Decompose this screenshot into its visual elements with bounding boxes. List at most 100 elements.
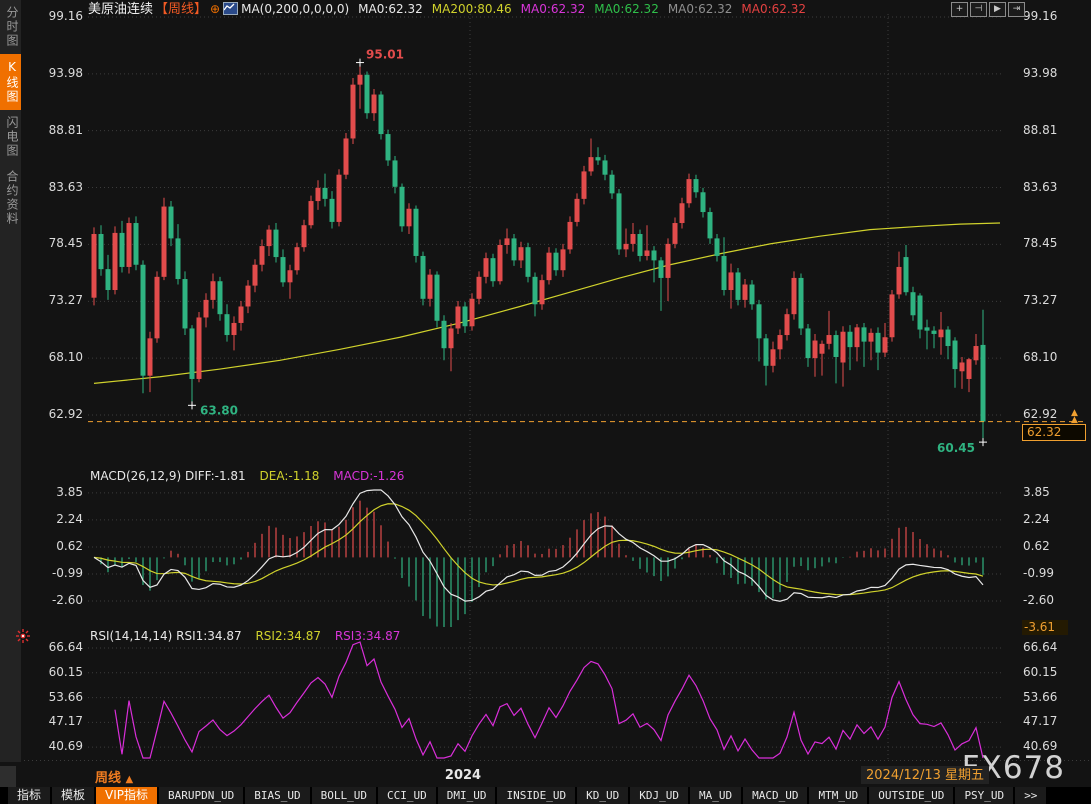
rsi-header: RSI(14,14,14) RSI1:34.87 RSI2:34.87 RSI3… bbox=[90, 629, 400, 643]
svg-text:63.80: 63.80 bbox=[200, 403, 238, 417]
sidebar: 分时图 K线图 闪电图 合约资料 bbox=[0, 0, 21, 762]
axis-label: 68.10 bbox=[1023, 350, 1058, 365]
macd-last-value-tag: -3.61 bbox=[1022, 620, 1068, 635]
macd-pane bbox=[93, 489, 984, 627]
indicator-tab[interactable]: INSIDE_UD bbox=[497, 787, 576, 804]
indicator-tab[interactable]: BOLL_UD bbox=[311, 787, 376, 804]
price-up-arrows-icon: ▲ ▲ bbox=[1071, 408, 1078, 425]
axis-label: 2.24 bbox=[56, 511, 83, 526]
axis-label: 93.98 bbox=[48, 65, 83, 80]
axis-label: 3.85 bbox=[1023, 484, 1050, 499]
main-chart[interactable]: 95.01 63.80 60.45 bbox=[0, 0, 1091, 762]
axis-label: 88.81 bbox=[1023, 122, 1058, 137]
indicator-tab[interactable]: DMI_UD bbox=[437, 787, 496, 804]
indicator-tab[interactable]: MACD_UD bbox=[743, 787, 808, 804]
ma-value-label: MA0:62.32 bbox=[594, 2, 659, 16]
ma-settings-label[interactable]: MA(0,200,0,0,0,0) bbox=[241, 2, 350, 16]
link-compare-icon[interactable]: ⊕ bbox=[210, 2, 221, 16]
indicator-tab[interactable]: KD_UD bbox=[577, 787, 629, 804]
ma-values: MA0:62.32 MA200:80.46 MA0:62.32 MA0:62.32 MA… bbox=[349, 2, 806, 16]
axis-label: 83.63 bbox=[48, 179, 83, 194]
rsi3-label: RSI3:34.87 bbox=[334, 629, 401, 643]
indicator-tab[interactable]: KDJ_UD bbox=[630, 787, 688, 804]
axis-label: 66.64 bbox=[48, 640, 83, 654]
axis-label: -0.99 bbox=[51, 566, 83, 580]
chart-header: 美原油连续 【周线】 ⊕ MA(0,200,0,0,0,0) MA0:62.32 MA20… bbox=[88, 0, 806, 17]
axis-label: 62.92 bbox=[1023, 406, 1058, 421]
axis-label: 93.98 bbox=[1023, 65, 1058, 80]
indicator-settings-icon[interactable] bbox=[16, 628, 30, 643]
macd-header: MACD(26,12,9) DIFF:-1.81 DEA:-1.18 MACD:… bbox=[90, 469, 404, 483]
axis-label: 99.16 bbox=[48, 9, 83, 23]
ma-value-label: MA200:80.46 bbox=[431, 2, 512, 16]
axis-label: 60.15 bbox=[1023, 664, 1058, 679]
svg-text:60.45: 60.45 bbox=[937, 441, 975, 455]
price-annotations: 95.01 63.80 60.45 bbox=[188, 48, 987, 455]
cursor-date-label: 2024/12/13 星期五 bbox=[861, 766, 990, 784]
indicator-tab[interactable]: BARUPDN_UD bbox=[159, 787, 244, 804]
ma-value-label: MA0:62.32 bbox=[358, 2, 423, 16]
sidebar-item-kline-chart[interactable]: K线图 bbox=[0, 54, 21, 110]
last-price-tag: 62.32 bbox=[1022, 424, 1086, 441]
window-buttons: + ⊣ ▶ ⇥ bbox=[949, 2, 1025, 21]
indicator-tab[interactable]: VIP指标 bbox=[96, 787, 158, 804]
indicator-tab[interactable]: MA_UD bbox=[689, 787, 742, 804]
axis-label: 62.92 bbox=[48, 406, 83, 421]
period-arrow-icon: ▲ bbox=[125, 774, 134, 785]
axis-label: 88.81 bbox=[48, 122, 83, 137]
macd-params-label: MACD(26,12,9) DIFF:-1.81 bbox=[90, 469, 246, 483]
indicator-tab[interactable]: OUTSIDE_UD bbox=[869, 787, 954, 804]
ma-value-label: MA0:62.32 bbox=[667, 2, 733, 16]
indicator-tab[interactable]: 指标 bbox=[8, 787, 51, 804]
line-chart-icon[interactable] bbox=[223, 2, 239, 15]
axis-play-icon[interactable]: ▶ bbox=[989, 2, 1006, 17]
axis-label: 47.17 bbox=[48, 714, 83, 729]
indicator-tab[interactable]: PSY_UD bbox=[955, 787, 1014, 804]
macd-dea-label: DEA:-1.18 bbox=[259, 469, 320, 483]
rsi2-label: RSI2:34.87 bbox=[255, 629, 321, 643]
axis-label: -0.99 bbox=[1023, 566, 1055, 580]
period-selector[interactable]: 周线 ▲ bbox=[95, 771, 134, 786]
axis-label: 53.66 bbox=[1023, 689, 1058, 704]
ma200-line bbox=[93, 222, 1001, 384]
svg-text:95.01: 95.01 bbox=[366, 48, 404, 62]
sidebar-item-timeline-chart[interactable]: 分时图 bbox=[5, 6, 19, 48]
indicator-tab[interactable]: >> bbox=[1015, 787, 1047, 804]
pan-icon[interactable]: + bbox=[951, 2, 968, 17]
axis-label: 73.27 bbox=[48, 293, 83, 308]
axis-label: 73.27 bbox=[1023, 293, 1058, 308]
gridlines bbox=[0, 14, 1091, 761]
candlestick-series bbox=[91, 62, 986, 443]
axis-label: 53.66 bbox=[48, 689, 83, 704]
indicator-tab[interactable]: BIAS_UD bbox=[245, 787, 310, 804]
axis-label: 47.17 bbox=[1023, 714, 1058, 729]
indicator-tab[interactable]: 模板 bbox=[52, 787, 95, 804]
axis-label: 78.45 bbox=[48, 236, 83, 251]
x-axis-year-label: 2024 bbox=[444, 768, 482, 783]
axis-label: -2.60 bbox=[1023, 593, 1055, 607]
axis-label: 2.24 bbox=[1023, 511, 1050, 526]
period-tag[interactable]: 【周线】 bbox=[155, 2, 208, 17]
axis-scale-icon[interactable]: ⊣ bbox=[970, 2, 987, 17]
sidebar-item-flash-chart[interactable]: 闪电图 bbox=[5, 116, 19, 158]
exit-icon[interactable]: ⇥ bbox=[1008, 2, 1025, 17]
axis-label: 0.62 bbox=[56, 539, 83, 553]
axis-label: 40.69 bbox=[48, 739, 83, 754]
axis-label: 66.64 bbox=[1023, 640, 1058, 654]
indicator-tab-bar: 指标 模板 VIP指标 BARUPDN_UD BIAS_UD BOLL_UD CCI_UD D… bbox=[0, 787, 1091, 804]
axis-label: 83.63 bbox=[1023, 179, 1058, 194]
indicator-tab[interactable]: MTM_UD bbox=[809, 787, 868, 804]
rsi1-label: RSI(14,14,14) RSI1:34.87 bbox=[90, 629, 242, 643]
rsi-line bbox=[114, 641, 984, 759]
axis-label: -2.60 bbox=[51, 593, 83, 607]
axis-label: 78.45 bbox=[1023, 236, 1058, 251]
axis-label: 99.16 bbox=[1023, 9, 1058, 23]
sidebar-item-contract-info[interactable]: 合约资料 bbox=[5, 170, 19, 226]
ma-value-label: MA0:62.32 bbox=[741, 2, 807, 16]
axis-label: 3.85 bbox=[56, 484, 83, 499]
indicator-tab[interactable]: CCI_UD bbox=[377, 787, 436, 804]
axis-label: 0.62 bbox=[1023, 539, 1050, 553]
axis-label: 60.15 bbox=[48, 664, 83, 679]
macd-value-label: MACD:-1.26 bbox=[333, 469, 405, 483]
